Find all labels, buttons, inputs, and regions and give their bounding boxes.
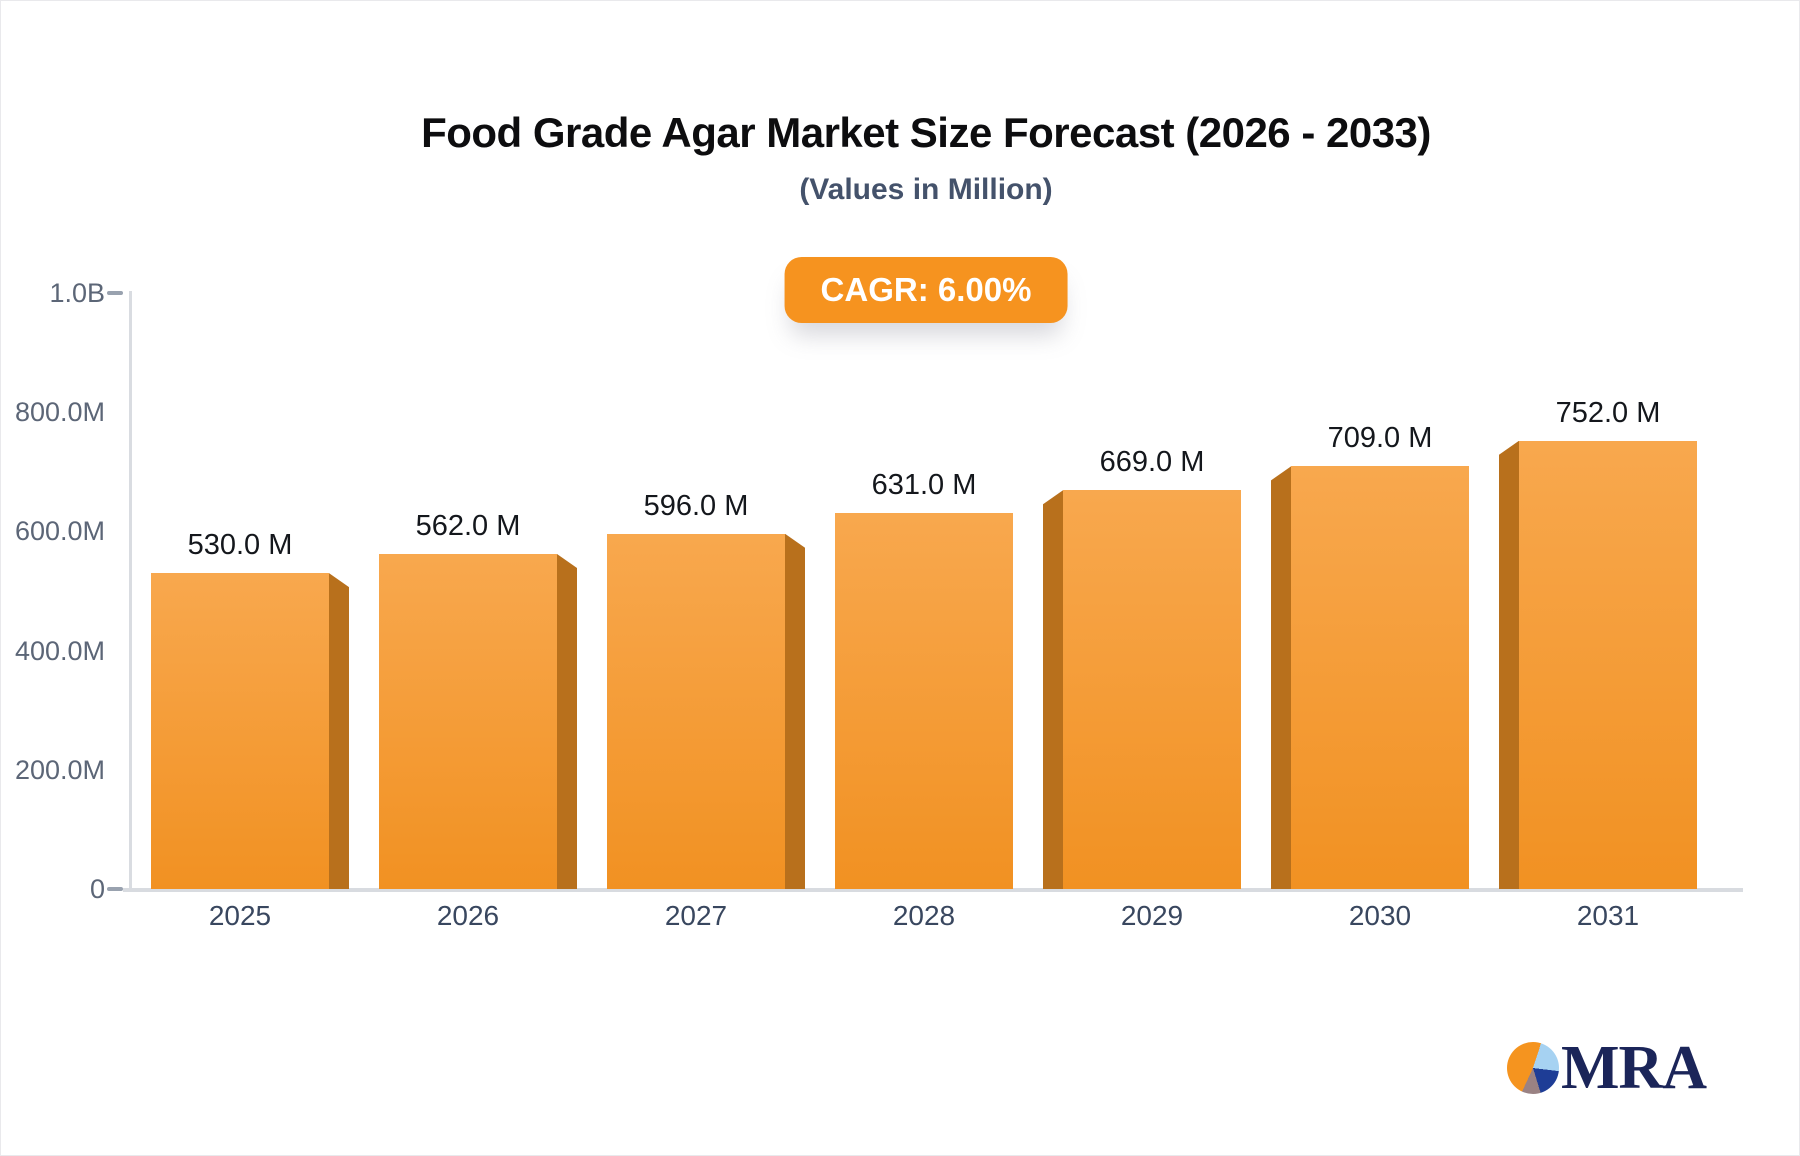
bar-side [1043, 490, 1063, 889]
brand-logo: MRA [1507, 1034, 1707, 1102]
y-axis-label: 0 [89, 874, 105, 904]
y-axis-label: 600.0M [14, 516, 105, 547]
bar-side [1499, 440, 1519, 889]
x-axis-line [123, 888, 1743, 892]
bar-face [1291, 466, 1469, 889]
bar-value-label: 596.0 M [643, 489, 749, 522]
bar-value-label: 709.0 M [1327, 422, 1433, 455]
bar-face [835, 512, 1013, 889]
bar-side [557, 554, 577, 889]
chart-title: Food Grade Agar Market Size Forecast (20… [421, 109, 1431, 156]
x-axis-label: 2026 [436, 900, 500, 931]
y-axis-label: 1.0B [49, 278, 105, 308]
y-axis-tick [107, 291, 123, 295]
y-axis-label: 200.0M [14, 754, 105, 785]
bar-value-label: 530.0 M [187, 529, 293, 562]
bar-value-label: 562.0 M [415, 510, 521, 543]
cagr-badge: CAGR: 6.00% [784, 257, 1068, 323]
y-axis-label: 400.0M [14, 635, 105, 666]
y-axis-tick [107, 887, 123, 891]
chart-subtitle: (Values in Million) [799, 173, 1053, 206]
bar-face [379, 554, 557, 889]
bar-value-label: 752.0 M [1555, 396, 1661, 429]
bar-side [785, 533, 805, 889]
bar-side [1271, 466, 1291, 889]
bar-face [151, 573, 329, 889]
bar-value-label: 631.0 M [871, 468, 977, 501]
brand-logo-text: MRA [1561, 1034, 1707, 1102]
bar-value-label: 669.0 M [1099, 446, 1205, 479]
x-axis-label: 2031 [1576, 900, 1640, 931]
y-axis-label: 800.0M [14, 397, 105, 428]
x-axis-label: 2030 [1348, 900, 1412, 931]
bar-face [1063, 490, 1241, 889]
bar-face [607, 533, 785, 889]
x-axis-label: 2025 [208, 900, 272, 931]
bar-side [329, 573, 349, 889]
y-axis-line [129, 291, 132, 892]
bar-face [1519, 440, 1697, 889]
pie-chart-logo-icon [1507, 1042, 1559, 1094]
x-axis-label: 2027 [664, 900, 728, 931]
x-axis-label: 2028 [892, 900, 956, 931]
x-axis-label: 2029 [1120, 900, 1184, 931]
